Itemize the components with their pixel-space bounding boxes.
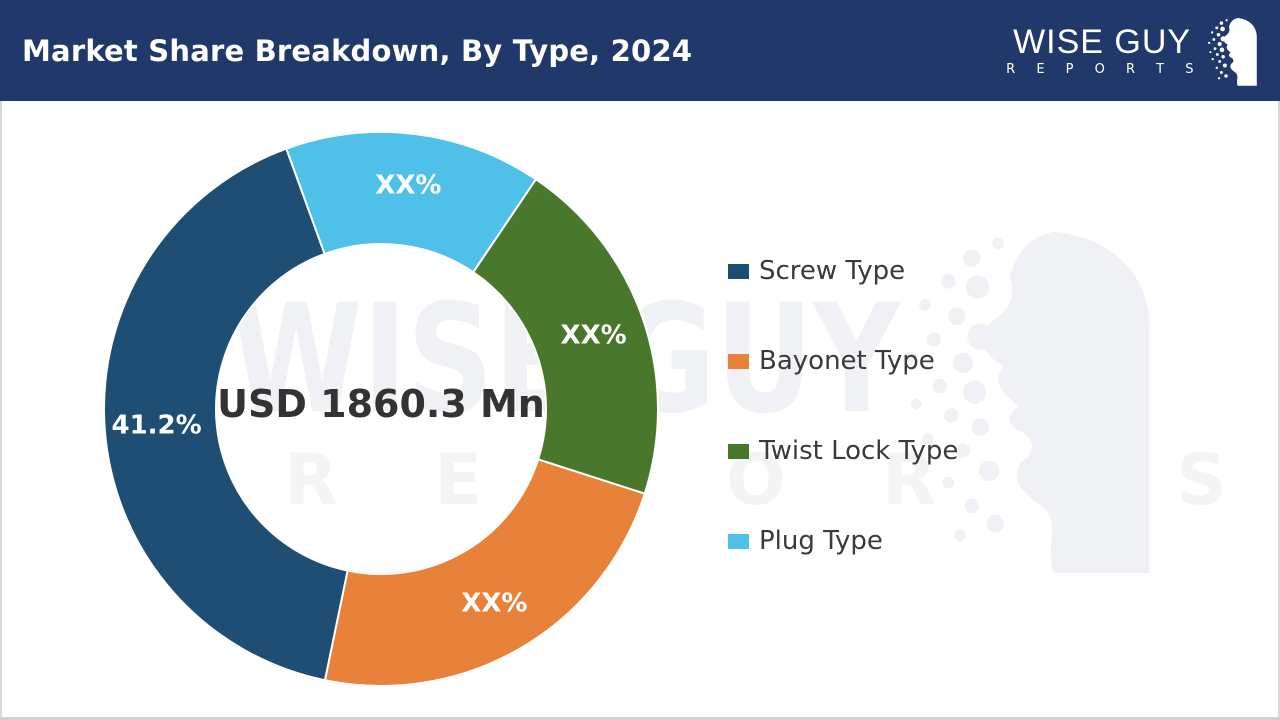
- brand-logo-wordmark: WISE GUY: [1013, 23, 1192, 61]
- page-title: Market Share Breakdown, By Type, 2024: [22, 33, 693, 68]
- center-value-label: USD 1860.3 Mn: [217, 382, 545, 426]
- legend-swatch-twist-lock-type: [728, 443, 749, 459]
- slice-percent-label: 41.2%: [111, 410, 201, 440]
- brand-logo-subtitle: R E P O R T S: [1006, 62, 1202, 77]
- slice-percent-label: XX%: [375, 171, 441, 201]
- legend-item-bayonet-type: Bayonet Type: [728, 346, 958, 376]
- donut-slice-screw-type: [103, 147, 349, 682]
- legend-swatch-bayonet-type: [728, 353, 749, 369]
- legend-label: Twist Lock Type: [759, 436, 959, 466]
- legend-item-twist-lock-type: Twist Lock Type: [728, 436, 958, 466]
- legend-label: Plug Type: [759, 526, 883, 556]
- legend-label: Screw Type: [759, 256, 906, 286]
- donut-slice-twist-lock-type: [471, 177, 659, 495]
- legend-swatch-plug-type: [728, 533, 749, 549]
- header-bar: Market Share Breakdown, By Type, 2024 WI…: [0, 0, 1280, 101]
- slice-percent-label: XX%: [461, 588, 527, 618]
- donut-slice-bayonet-type: [323, 458, 646, 687]
- brand-face-icon: [1208, 17, 1257, 86]
- brand-logo: WISE GUY R E P O R T S: [1002, 8, 1262, 94]
- legend-label: Bayonet Type: [759, 346, 935, 376]
- legend-item-plug-type: Plug Type: [728, 526, 958, 556]
- legend-item-screw-type: Screw Type: [728, 256, 958, 286]
- legend-swatch-screw-type: [728, 263, 749, 279]
- chart-legend: Screw Type Bayonet Type Twist Lock Type …: [728, 256, 958, 556]
- slice-percent-label: XX%: [561, 320, 627, 350]
